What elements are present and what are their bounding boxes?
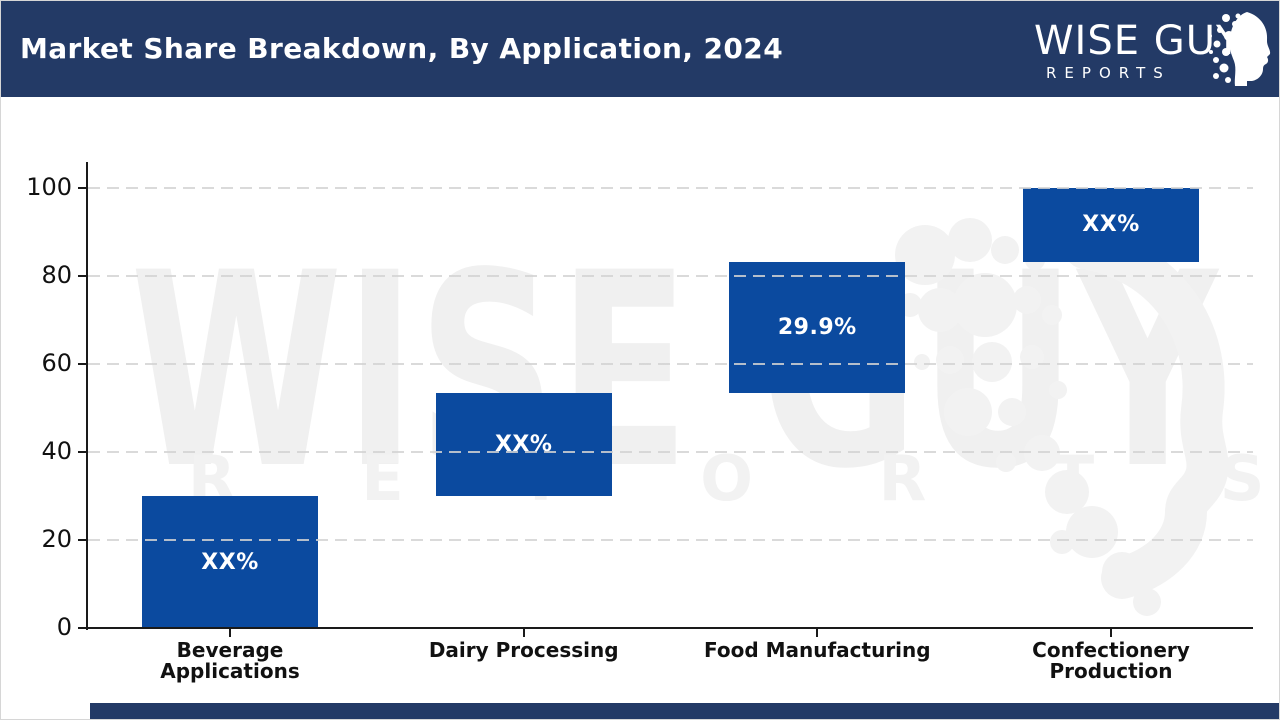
chart-title: Market Share Breakdown, By Application, … — [20, 32, 784, 65]
logo-reports-text: REPORTS — [1046, 64, 1171, 82]
logo-face-icon — [1208, 12, 1271, 86]
logo-graphic: WISE GUY REPORTS — [1034, 12, 1271, 86]
x-category-label: Beverage Applications — [160, 638, 300, 683]
wise-guy-logo: WISE GUY REPORTS — [1004, 8, 1272, 90]
x-category-label: Food Manufacturing — [703, 638, 931, 662]
waterfall-bar — [435, 393, 612, 497]
header-bar: Market Share Breakdown, By Application, … — [0, 0, 1280, 97]
logo-wiseguy-text: WISE GUY — [1034, 18, 1241, 64]
waterfall-bar — [1023, 188, 1199, 262]
y-tick-mark — [78, 275, 86, 277]
x-tick-mark — [229, 629, 231, 637]
bar-value-label: 29.9% — [777, 315, 857, 341]
y-tick-mark — [78, 363, 86, 365]
y-tick-mark — [78, 187, 86, 189]
y-tick-label: 0 — [56, 613, 72, 641]
bar-value-label: XX% — [494, 432, 553, 458]
gridline — [88, 187, 1253, 189]
gridline — [88, 363, 1253, 365]
x-axis-line — [86, 627, 1253, 629]
y-tick-mark — [78, 627, 86, 629]
bar-value-label: XX% — [201, 549, 259, 575]
x-tick-mark — [522, 629, 525, 637]
y-tick-label: 20 — [41, 525, 72, 553]
bar-value-label: XX% — [1082, 212, 1140, 238]
y-axis-line — [86, 161, 88, 630]
x-category-label: Dairy Processing — [428, 638, 619, 662]
y-tick-label: 40 — [41, 437, 72, 465]
waterfall-bar — [142, 496, 318, 628]
y-tick-label: 80 — [41, 261, 72, 289]
x-tick-mark — [816, 629, 819, 637]
y-tick-mark — [78, 451, 86, 453]
gridline — [88, 275, 1253, 277]
y-tick-mark — [78, 539, 86, 541]
footer-bar — [90, 703, 1280, 720]
gridline — [88, 539, 1253, 541]
x-category-label: Confectionery Production — [1032, 638, 1190, 683]
gridline — [88, 451, 1253, 453]
y-tick-label: 100 — [26, 173, 72, 201]
waterfall-bar — [729, 261, 906, 394]
watermark-face-icon — [895, 218, 1229, 616]
y-tick-label: 60 — [41, 349, 72, 377]
x-tick-mark — [1110, 629, 1112, 637]
